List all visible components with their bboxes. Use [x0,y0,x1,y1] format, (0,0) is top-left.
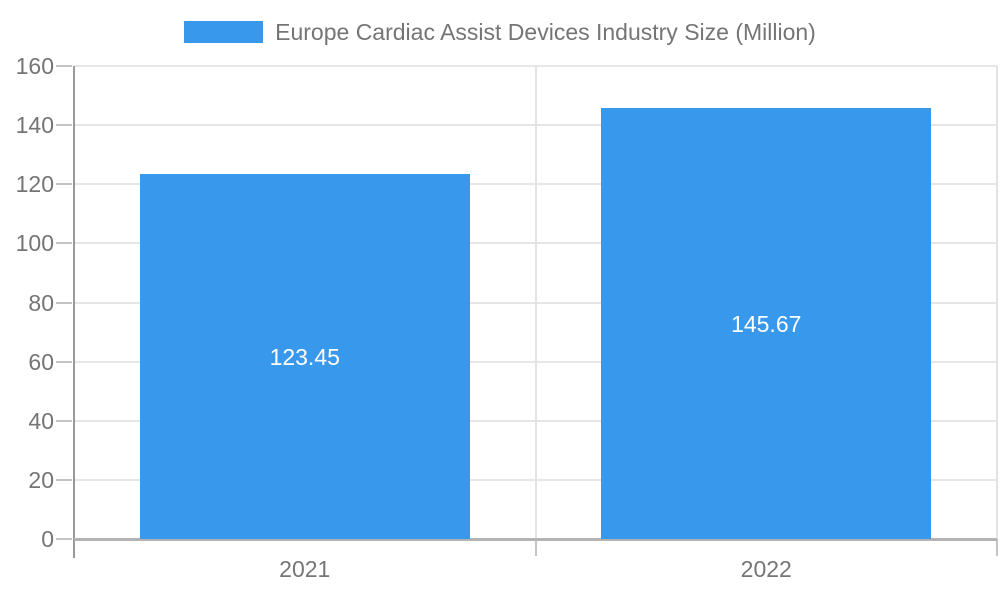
legend-label: Europe Cardiac Assist Devices Industry S… [275,18,816,45]
bar-value-label: 145.67 [731,310,802,337]
y-axis-label: 120 [15,171,54,198]
x-tick [534,539,537,556]
y-tick [56,242,72,245]
y-tick [56,478,72,481]
legend-swatch [184,21,264,43]
y-tick [56,419,72,422]
bar-2022[interactable] [601,108,932,539]
y-axis-label: 160 [15,53,54,79]
y-axis-label: 60 [28,348,54,375]
y-tick [56,360,72,363]
y-axis-label: 0 [41,526,54,552]
x-axis-label: 2021 [279,556,331,582]
y-tick [56,301,72,304]
y-axis-label: 20 [28,466,54,493]
y-axis-line [73,66,75,558]
y-tick [56,183,72,186]
y-axis-label: 140 [15,112,54,139]
category-boundary-gridline [996,66,998,539]
y-axis-label: 40 [28,407,54,434]
y-tick [56,65,72,67]
bar-2021[interactable] [139,174,470,539]
legend[interactable]: Europe Cardiac Assist Devices Industry S… [0,15,1000,49]
y-axis-label: 80 [28,289,54,316]
y-tick [56,124,72,127]
x-axis-label: 2022 [740,556,792,582]
x-axis-line [74,538,997,541]
bar-value-label: 123.45 [269,343,340,370]
x-tick [996,539,998,556]
y-axis-label: 100 [15,230,54,257]
category-boundary-gridline [534,66,537,539]
y-tick [56,538,72,540]
